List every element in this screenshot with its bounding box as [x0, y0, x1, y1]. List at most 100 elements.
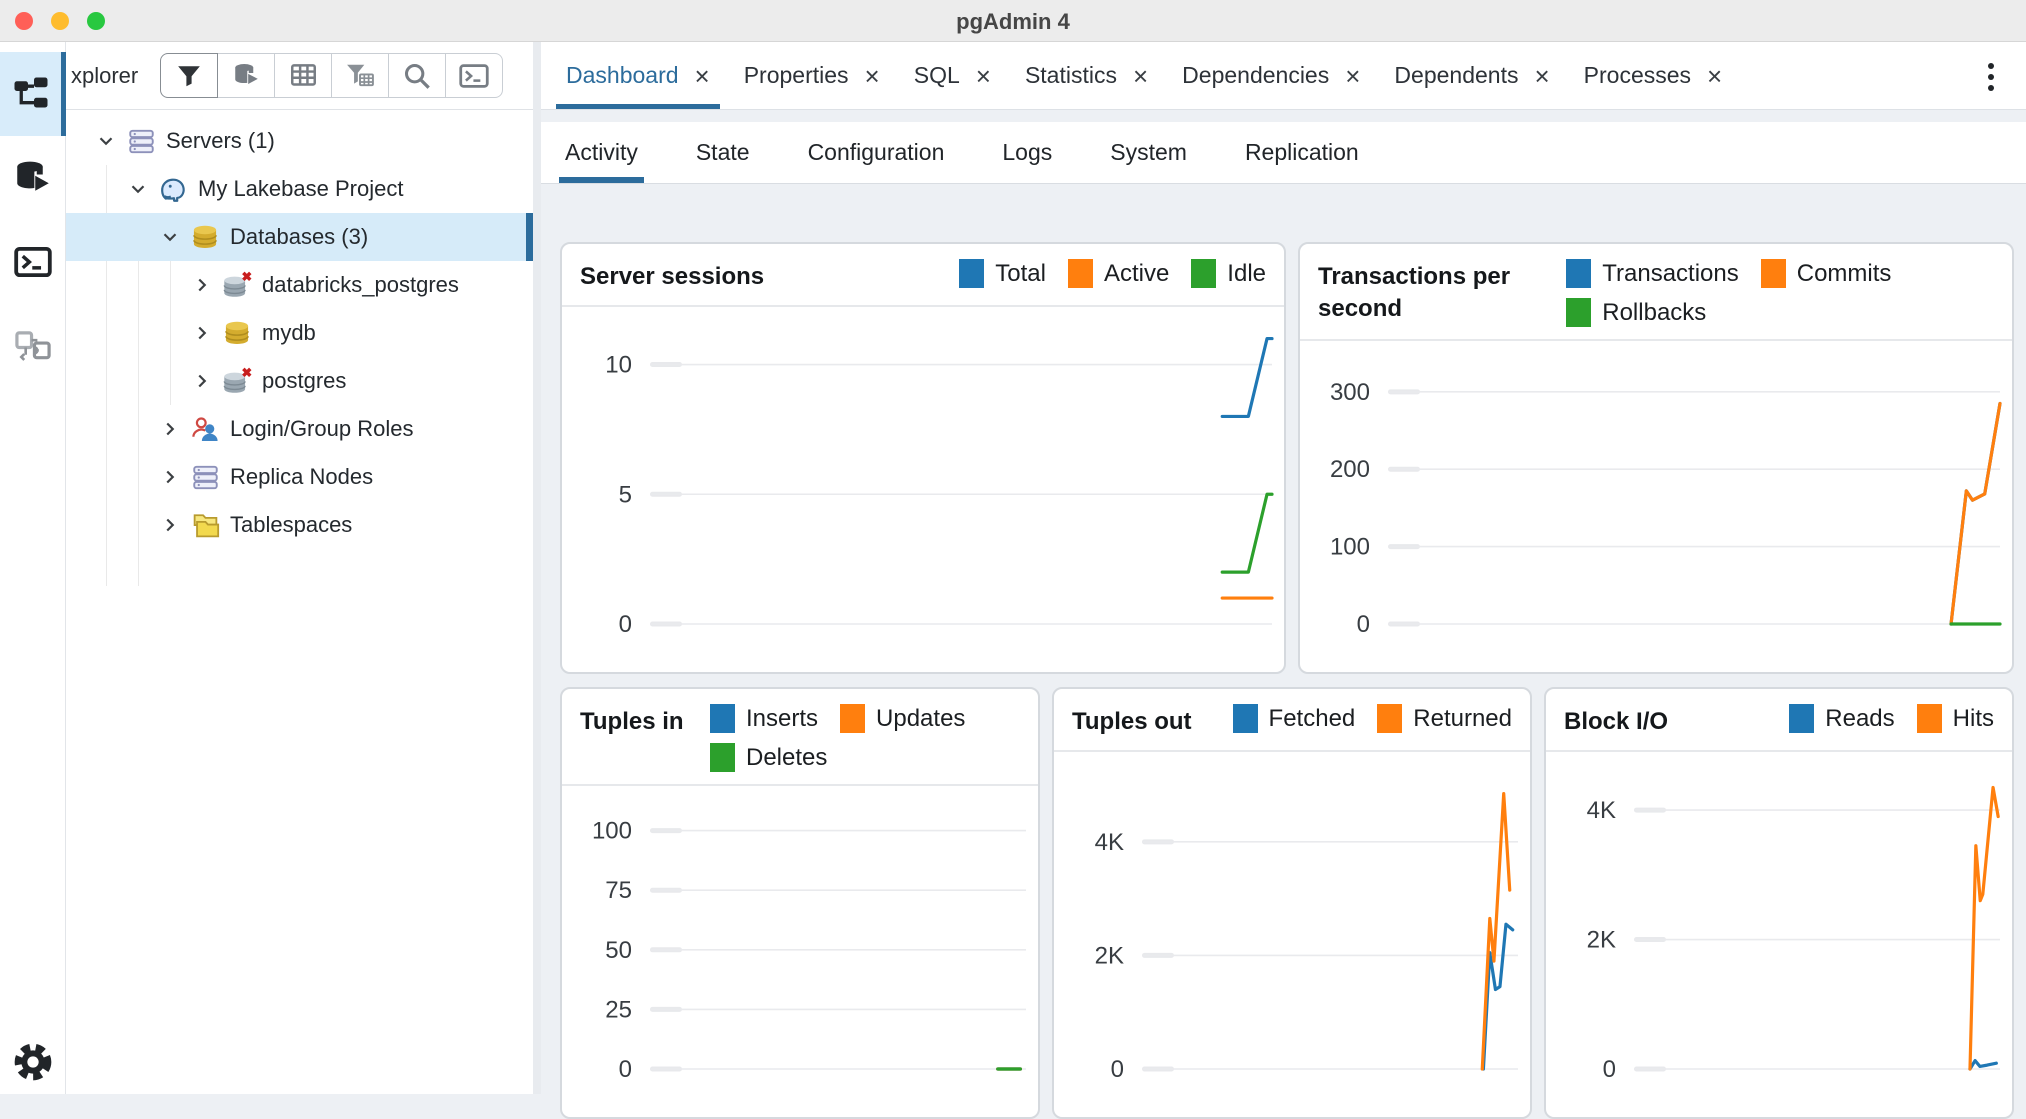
- close-icon[interactable]: ×: [1132, 60, 1149, 91]
- indent-guide: [170, 261, 171, 405]
- tab-replication[interactable]: Replication: [1244, 139, 1359, 165]
- legend-item: Returned: [1377, 704, 1512, 733]
- chevron-down-icon[interactable]: [95, 130, 117, 152]
- tab-logs[interactable]: Logs: [1002, 139, 1053, 165]
- tab-menu-kebab-icon[interactable]: [1974, 60, 2008, 94]
- sidebar-item-psql-tool[interactable]: [0, 220, 66, 304]
- tree-item-databases[interactable]: Databases (3): [66, 213, 533, 261]
- chevron-right-icon[interactable]: [159, 466, 181, 488]
- chevron-down-icon[interactable]: [127, 178, 149, 200]
- indent-guide: [138, 213, 139, 586]
- legend-swatch: [1067, 259, 1093, 288]
- filter-icon: [178, 65, 201, 86]
- sidebar-item-erd-tool[interactable]: [0, 304, 66, 388]
- psql-button[interactable]: [445, 53, 504, 98]
- chevron-down-icon[interactable]: [159, 226, 181, 248]
- chart-title: Tuples in: [580, 708, 684, 735]
- svg-text:100: 100: [592, 818, 632, 845]
- tree-item-label: Replica Nodes: [230, 464, 374, 489]
- close-icon[interactable]: ×: [1345, 60, 1361, 91]
- legend-item: Total: [959, 259, 1046, 288]
- gear-icon: [14, 1043, 52, 1081]
- tab-statistics[interactable]: Statistics ×: [1015, 42, 1158, 109]
- close-icon[interactable]: ×: [864, 60, 880, 91]
- block-io-chart: 4K 2K 0: [1546, 752, 2012, 1117]
- legend-swatch: [710, 704, 735, 733]
- legend-swatch: [840, 704, 866, 733]
- chevron-right-icon[interactable]: [191, 370, 213, 392]
- legend-swatch: [1566, 298, 1592, 327]
- maximize-window-button[interactable]: [87, 12, 105, 30]
- tab-label: SQL: [913, 62, 960, 88]
- tree-item-login-group-roles[interactable]: Login/Group Roles: [66, 405, 533, 453]
- server-group-icon: [126, 127, 156, 155]
- chart-legend: Reads Hits: [1789, 703, 1994, 733]
- tab-sql[interactable]: SQL ×: [904, 42, 1001, 109]
- object-explorer-title: xplorer: [71, 62, 139, 88]
- tab-state[interactable]: State: [695, 139, 750, 165]
- activity-bar: [0, 42, 66, 1094]
- tab-dependencies[interactable]: Dependencies ×: [1172, 42, 1370, 109]
- tab-dependents[interactable]: Dependents ×: [1384, 42, 1559, 109]
- legend-item: Deletes: [710, 743, 827, 772]
- card-header: Server sessions Total Active Idle: [562, 244, 1284, 308]
- server-sessions-chart: 10 5 0: [562, 307, 1284, 672]
- card-header: Block I/O Reads Hits: [1546, 689, 2012, 753]
- query-tool-icon: [235, 64, 258, 84]
- chart-legend: Fetched Returned: [1232, 703, 1512, 733]
- tree-item-my-lakebase-project[interactable]: My Lakebase Project: [66, 165, 533, 213]
- tab-activity[interactable]: Activity: [559, 122, 644, 183]
- view-data-button[interactable]: [274, 53, 333, 98]
- svg-text:0: 0: [1111, 1056, 1124, 1083]
- object-explorer-icon: [14, 77, 47, 108]
- close-icon[interactable]: ×: [975, 60, 991, 91]
- tab-configuration[interactable]: Configuration: [807, 139, 945, 165]
- legend-item: Updates: [840, 704, 965, 733]
- close-icon[interactable]: ×: [1534, 60, 1550, 91]
- tab-system[interactable]: System: [1110, 139, 1187, 165]
- tree-item-tablespaces[interactable]: Tablespaces: [66, 501, 533, 549]
- legend-swatch: [1232, 704, 1258, 733]
- chevron-right-icon[interactable]: [191, 274, 213, 296]
- svg-text:0: 0: [619, 1056, 632, 1083]
- chevron-right-icon[interactable]: [191, 322, 213, 344]
- filter-button[interactable]: [160, 53, 219, 98]
- transactions-per-second-chart: 300 200 100 0: [1300, 341, 2012, 672]
- minimize-window-button[interactable]: [51, 12, 69, 30]
- tree-item-replica-nodes[interactable]: Replica Nodes: [66, 453, 533, 501]
- sidebar-item-object-explorer[interactable]: [0, 52, 66, 136]
- tab-label: Statistics: [1024, 62, 1117, 88]
- search-objects-button[interactable]: [388, 53, 447, 98]
- panel-resize-handle[interactable]: [533, 42, 541, 1094]
- replica-nodes-icon: [190, 463, 220, 491]
- chevron-right-icon[interactable]: [159, 418, 181, 440]
- close-window-button[interactable]: [15, 12, 33, 30]
- sidebar-item-settings[interactable]: [0, 1020, 66, 1104]
- legend-item: Idle: [1191, 259, 1266, 288]
- tab-properties[interactable]: Properties ×: [734, 42, 890, 109]
- close-icon[interactable]: ×: [694, 60, 710, 91]
- query-tool-button[interactable]: [217, 53, 276, 98]
- tab-label: Dashboard: [566, 62, 679, 88]
- tree-item-servers[interactable]: Servers (1): [66, 117, 533, 165]
- chevron-right-icon[interactable]: [159, 514, 181, 536]
- filtered-rows-button[interactable]: [331, 53, 390, 98]
- tree-item-postgres[interactable]: postgres: [66, 357, 533, 405]
- tab-label: Dependencies: [1182, 62, 1330, 88]
- block-io-card: Block I/O Reads Hits 4K 2K 0: [1544, 687, 2014, 1119]
- tab-processes[interactable]: Processes ×: [1574, 42, 1733, 109]
- tree-item-label: postgres: [262, 368, 347, 393]
- tab-dashboard[interactable]: Dashboard ×: [556, 42, 720, 109]
- object-explorer-header: xplorer: [66, 42, 533, 110]
- tree-item-mydb[interactable]: mydb: [66, 309, 533, 357]
- svg-text:0: 0: [1603, 1056, 1616, 1083]
- sidebar-item-query-tool[interactable]: [0, 136, 66, 220]
- card-header: Tuples out Fetched Returned: [1054, 689, 1530, 753]
- close-icon[interactable]: ×: [1707, 60, 1723, 91]
- search-icon: [405, 63, 431, 89]
- svg-text:200: 200: [1330, 456, 1370, 483]
- tree-item-databricks-postgres[interactable]: databricks_postgres: [66, 261, 533, 309]
- legend-item: Reads: [1789, 704, 1895, 733]
- psql-tool-icon: [14, 246, 52, 278]
- chart-legend: Inserts Updates Deletes: [710, 703, 1020, 772]
